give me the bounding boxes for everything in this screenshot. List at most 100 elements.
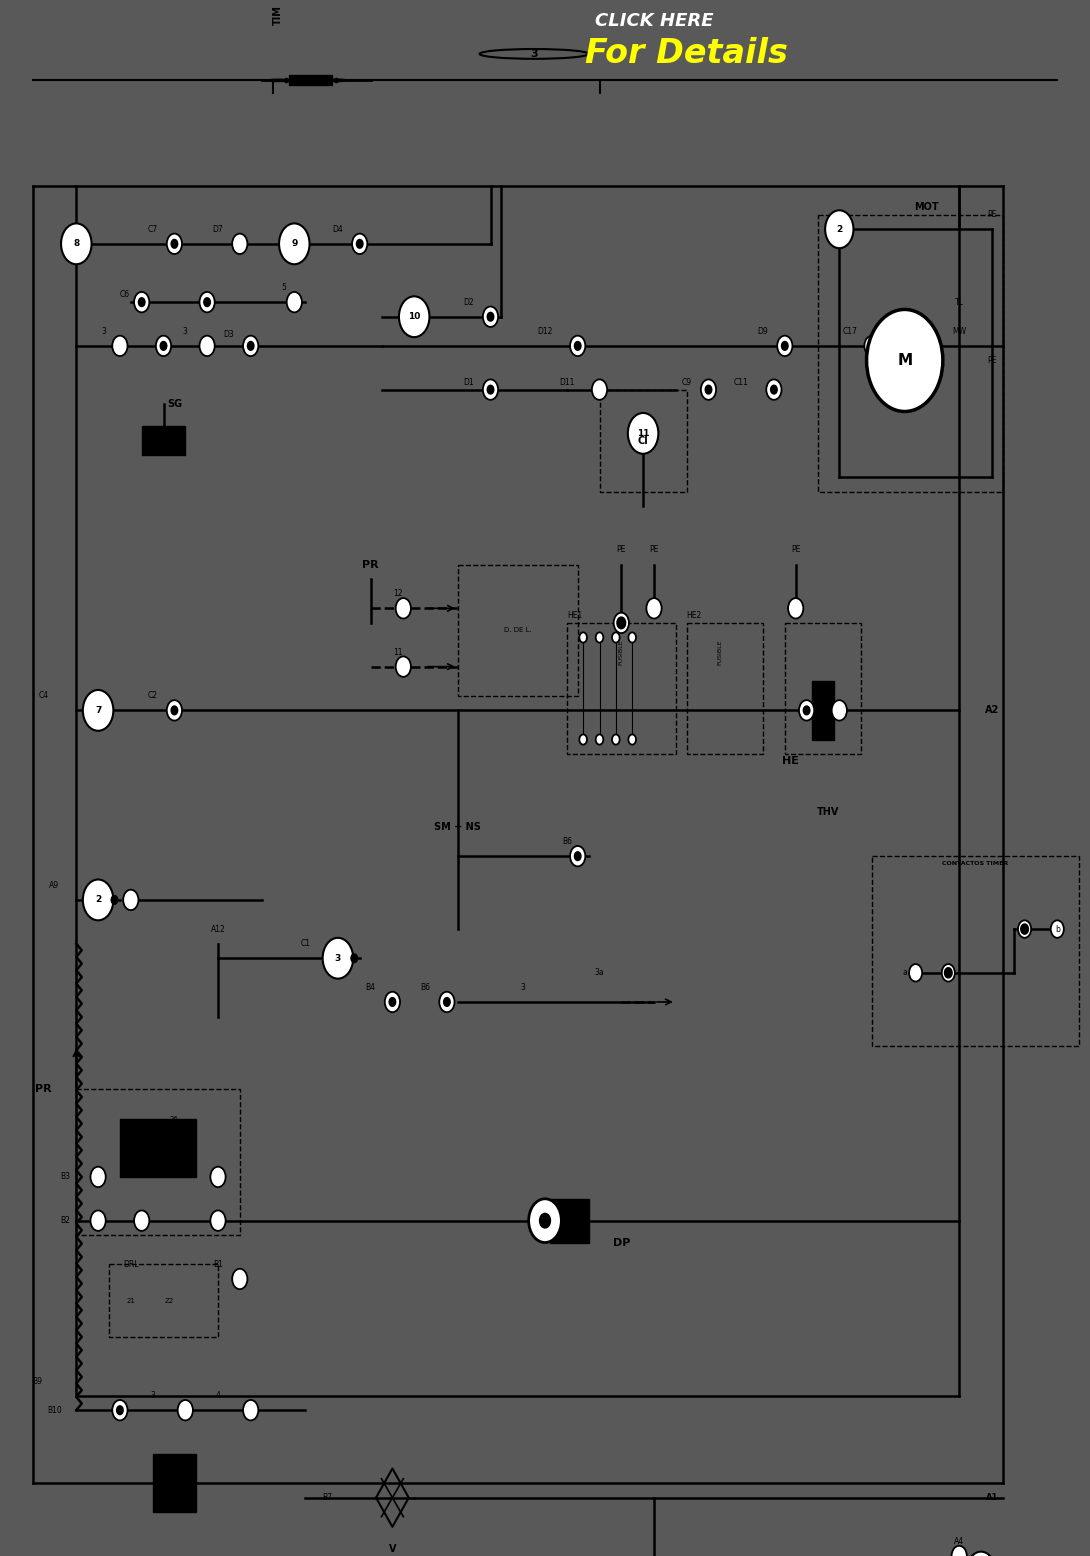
Text: D2: D2 [463,297,474,307]
Bar [812,682,834,739]
Bar [109,1265,218,1337]
Circle shape [167,233,182,254]
Circle shape [83,879,113,920]
Text: A4: A4 [954,1537,965,1547]
Circle shape [487,313,494,321]
Text: D. DE L.: D. DE L. [504,627,532,633]
Bar [567,622,676,755]
Circle shape [967,1551,995,1556]
Text: MOT: MOT [915,202,938,212]
Text: 26: 26 [170,1116,179,1122]
Circle shape [944,968,953,977]
Circle shape [83,689,113,731]
Circle shape [574,851,581,860]
Circle shape [766,380,782,400]
Circle shape [279,224,310,265]
Text: PE: PE [988,356,996,366]
Circle shape [580,734,588,745]
Text: 3: 3 [183,327,187,336]
Bar [785,622,861,755]
Text: C17: C17 [843,327,858,336]
Circle shape [570,336,585,356]
Circle shape [825,210,853,249]
Text: D9: D9 [758,327,768,336]
Bar [76,1089,240,1235]
Circle shape [112,336,128,356]
Text: D12: D12 [537,327,553,336]
Circle shape [483,307,498,327]
Text: B9: B9 [33,1377,43,1385]
Circle shape [444,997,450,1007]
Circle shape [864,336,880,356]
Circle shape [199,336,215,356]
Circle shape [483,380,498,400]
Circle shape [439,991,455,1011]
Circle shape [1018,920,1031,938]
Circle shape [117,1405,123,1414]
Circle shape [628,632,637,643]
Text: 5: 5 [281,283,286,293]
Circle shape [771,386,777,394]
Circle shape [167,700,182,720]
Text: 11: 11 [393,647,402,657]
Circle shape [90,1211,106,1231]
Text: 4: 4 [216,1391,220,1400]
Text: PR: PR [362,560,379,569]
Circle shape [123,890,138,910]
Text: B7: B7 [322,1494,332,1502]
Text: FUSIBLE: FUSIBLE [619,640,623,664]
Text: B3: B3 [60,1172,71,1181]
Circle shape [356,240,363,249]
Text: D4: D4 [332,224,343,233]
Text: B1: B1 [213,1260,223,1268]
Circle shape [351,954,358,963]
Circle shape [243,336,258,356]
Circle shape [1051,920,1064,938]
Circle shape [1021,924,1029,934]
Text: 8: 8 [73,240,80,249]
Text: 3: 3 [521,983,525,991]
Circle shape [171,706,178,714]
Circle shape [138,297,145,307]
Circle shape [134,293,149,313]
Circle shape [595,632,604,643]
Text: CI: CI [638,436,649,445]
Text: SM + NS: SM + NS [434,822,482,832]
Text: PRS: PRS [146,1145,159,1151]
Text: B6: B6 [420,983,431,991]
Text: PE: PE [791,546,800,554]
Circle shape [399,296,429,338]
Text: 2: 2 [836,224,843,233]
Text: C2: C2 [147,691,158,700]
Circle shape [617,618,626,629]
Circle shape [287,293,302,313]
Text: SHL: SHL [164,1478,185,1488]
Bar [550,1198,589,1243]
Circle shape [803,706,810,714]
Text: DP: DP [613,1237,630,1248]
Circle shape [134,1211,149,1231]
Circle shape [210,1167,226,1187]
Bar [872,856,1079,1046]
Text: C6: C6 [120,291,130,299]
Bar [818,215,1003,492]
Text: D3: D3 [223,330,234,339]
Text: SG: SG [167,400,182,409]
Text: 12: 12 [393,590,402,598]
Text: Z2: Z2 [165,1298,173,1304]
Text: PE: PE [617,546,626,554]
Bar [142,426,185,456]
Text: HE2: HE2 [687,612,702,621]
Circle shape [646,598,662,619]
Bar [458,565,578,696]
Bar [600,389,687,492]
Text: 3: 3 [101,327,106,336]
Text: C7: C7 [147,224,158,233]
Text: 3: 3 [335,954,341,963]
Text: b: b [1055,924,1059,934]
Circle shape [323,938,353,979]
Text: 7: 7 [95,706,101,714]
Text: V: V [389,1544,396,1554]
Text: 3: 3 [531,48,537,59]
Text: TIM: TIM [272,5,283,25]
